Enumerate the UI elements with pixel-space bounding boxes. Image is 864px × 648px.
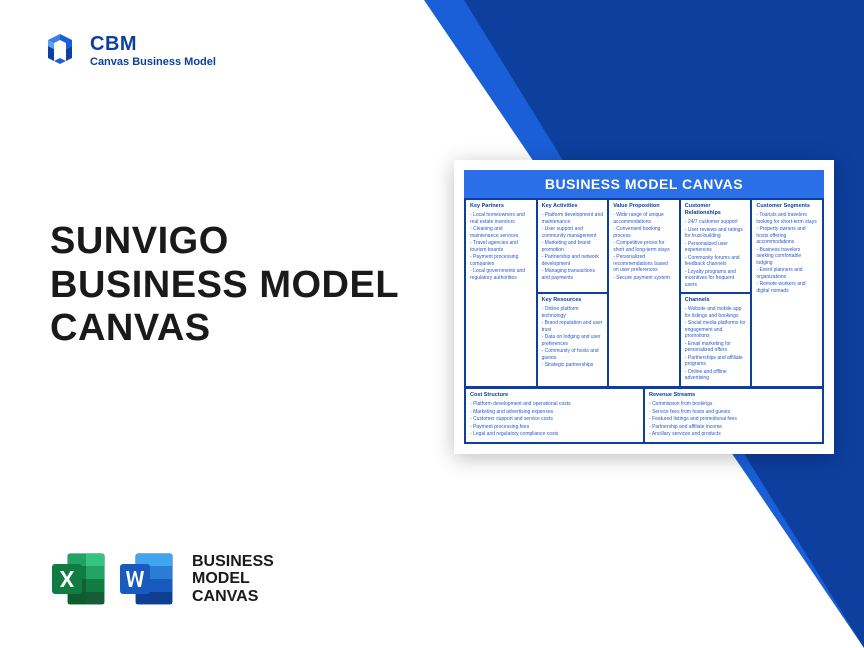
cell-channels: Channels Website and mobile app for list… [680, 293, 752, 387]
list-item: Secure payment system [613, 275, 675, 282]
list-item: Wide range of unique accommodations [613, 212, 675, 225]
brand-text-block: CBM Canvas Business Model [90, 33, 216, 68]
cell-list: Platform development and operational cos… [470, 401, 639, 438]
cell-title: Cost Structure [470, 392, 639, 399]
footer-line-1: BUSINESS [192, 553, 274, 571]
cell-title: Value Proposition [613, 203, 675, 210]
cell-list: Tourists and travelers looking for short… [756, 212, 818, 294]
list-item: Remote workers and digital nomads [756, 281, 818, 294]
list-item: Personalized user experiences [685, 241, 747, 254]
cell-title: Channels [685, 297, 747, 304]
cell-list: Commission from bookingsService fees fro… [649, 401, 818, 438]
list-item: User reviews and ratings for trust-build… [685, 227, 747, 240]
list-item: Partnership and affiliate income [649, 424, 818, 431]
list-item: Cleaning and maintenance services [470, 226, 532, 239]
list-item: Payment processing companies [470, 254, 532, 267]
cell-title: Customer Relationships [685, 203, 747, 217]
list-item: Event planners and organizations [756, 267, 818, 280]
cell-value-proposition: Value Proposition Wide range of unique a… [608, 199, 680, 387]
list-item: Business travelers seeking comfortable l… [756, 247, 818, 267]
cbm-logo-icon [40, 30, 80, 70]
footer-line-2: MODEL [192, 570, 274, 588]
cell-revenue-streams: Revenue Streams Commission from bookings… [644, 388, 823, 443]
cell-customer-relationships: Customer Relationships 24/7 customer sup… [680, 199, 752, 293]
cell-customer-segments: Customer Segments Tourists and travelers… [751, 199, 823, 387]
cell-list: Wide range of unique accommodationsConve… [613, 212, 675, 281]
list-item: Marketing and advertising expenses [470, 409, 639, 416]
canvas-preview-card: BUSINESS MODEL CANVAS Key Partners Local… [454, 160, 834, 454]
list-item: Travel agencies and tourism boards [470, 240, 532, 253]
cell-title: Key Partners [470, 203, 532, 210]
cell-key-resources: Key Resources Online platform technology… [537, 293, 609, 387]
canvas-header: BUSINESS MODEL CANVAS [464, 170, 824, 198]
cell-title: Revenue Streams [649, 392, 818, 399]
cell-cost-structure: Cost Structure Platform development and … [465, 388, 644, 443]
list-item: Payment processing fees [470, 424, 639, 431]
cell-list: Website and mobile app for listings and … [685, 306, 747, 382]
list-item: Marketing and brand promotion [542, 240, 604, 253]
list-item: Commission from bookings [649, 401, 818, 408]
list-item: Email marketing for personalized offers [685, 341, 747, 354]
list-item: Featured listings and promotional fees [649, 416, 818, 423]
title-line-3: CANVAS [50, 307, 399, 351]
list-item: Competitive prices for short and long-te… [613, 240, 675, 253]
list-item: Legal and regulatory compliance costs [470, 431, 639, 438]
list-item: Ancillary services and products [649, 431, 818, 438]
list-item: Managing transactions and payments [542, 268, 604, 281]
list-item: Loyalty programs and incentives for freq… [685, 269, 747, 289]
list-item: Community of hosts and guests [542, 348, 604, 361]
cell-title: Customer Segments [756, 203, 818, 210]
brand-name: CBM [90, 33, 216, 56]
cell-list: Platform development and maintenanceUser… [542, 212, 604, 281]
list-item: Social media platforms for engagement an… [685, 320, 747, 340]
cell-list: Local homeowners and real estate investo… [470, 212, 532, 281]
list-item: Local homeowners and real estate investo… [470, 212, 532, 225]
list-item: User support and community management [542, 226, 604, 239]
list-item: Brand reputation and user trust [542, 320, 604, 333]
list-item: Local governments and regulatory authori… [470, 268, 532, 281]
list-item: Platform development and operational cos… [470, 401, 639, 408]
list-item: Online platform technology [542, 306, 604, 319]
footer-line-3: CANVAS [192, 588, 274, 606]
cell-title: Key Activities [542, 203, 604, 210]
list-item: Platform development and maintenance [542, 212, 604, 225]
cell-list: Online platform technologyBrand reputati… [542, 306, 604, 369]
cell-title: Key Resources [542, 297, 604, 304]
word-icon [118, 550, 176, 608]
list-item: Website and mobile app for listings and … [685, 306, 747, 319]
canvas-bottom-row: Cost Structure Platform development and … [464, 388, 824, 444]
list-item: Data on lodging and user preferences [542, 334, 604, 347]
list-item: Community forums and feedback channels [685, 255, 747, 268]
cell-key-activities: Key Activities Platform development and … [537, 199, 609, 293]
excel-icon [50, 550, 108, 608]
list-item: Personalized recommendations based on us… [613, 254, 675, 274]
list-item: Customer support and service costs [470, 416, 639, 423]
cell-key-partners: Key Partners Local homeowners and real e… [465, 199, 537, 387]
cell-list: 24/7 customer supportUser reviews and ra… [685, 219, 747, 288]
canvas-grid: Key Partners Local homeowners and real e… [464, 198, 824, 388]
list-item: Partnership and network development [542, 254, 604, 267]
list-item: 24/7 customer support [685, 219, 747, 226]
title-line-1: SUNVIGO [50, 220, 399, 264]
list-item: Strategic partnerships [542, 362, 604, 369]
title-line-2: BUSINESS MODEL [50, 264, 399, 308]
brand-logo-block: CBM Canvas Business Model [40, 30, 216, 70]
list-item: Convenient booking process [613, 226, 675, 239]
brand-subtitle: Canvas Business Model [90, 56, 216, 68]
footer-text-block: BUSINESS MODEL CANVAS [192, 553, 274, 606]
list-item: Service fees from hosts and guests [649, 409, 818, 416]
list-item: Online and offline advertising [685, 369, 747, 382]
list-item: Tourists and travelers looking for short… [756, 212, 818, 225]
page-title: SUNVIGO BUSINESS MODEL CANVAS [50, 220, 399, 351]
list-item: Property owners and hosts offering accom… [756, 226, 818, 246]
list-item: Partnerships and affiliate programs [685, 355, 747, 368]
footer-app-icons: BUSINESS MODEL CANVAS [50, 550, 274, 608]
